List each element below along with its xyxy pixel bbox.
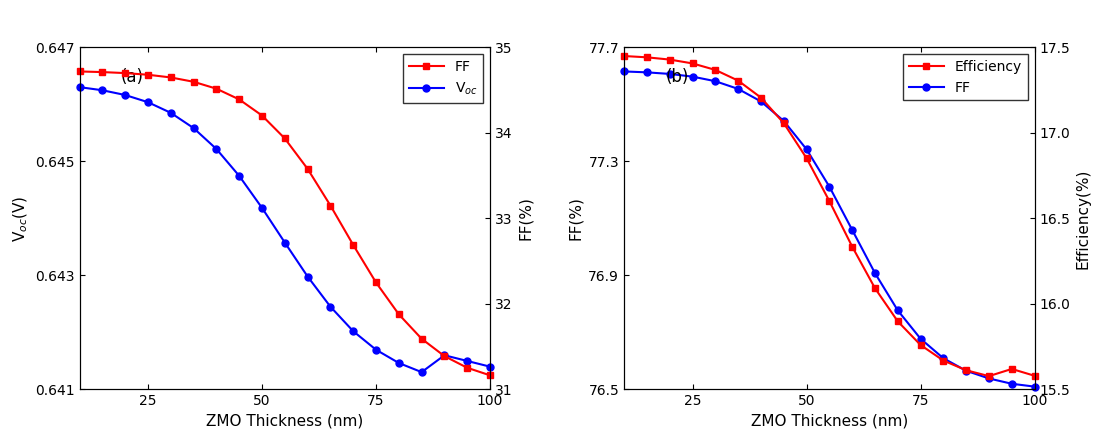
FF <box>982 376 995 381</box>
Y-axis label: V$_{oc}$(V): V$_{oc}$(V) <box>11 195 30 242</box>
Efficiency <box>755 95 768 100</box>
Efficiency <box>1028 373 1041 378</box>
V$_{oc}$ <box>324 304 337 309</box>
FF <box>324 203 337 208</box>
FF <box>347 242 360 248</box>
X-axis label: ZMO Thickness (nm): ZMO Thickness (nm) <box>750 414 908 429</box>
Efficiency <box>937 358 950 363</box>
FF <box>1028 384 1041 389</box>
FF <box>301 166 314 172</box>
V$_{oc}$ <box>461 358 474 363</box>
Efficiency <box>960 368 973 373</box>
FF <box>685 74 699 79</box>
V$_{oc}$ <box>209 147 223 152</box>
FF <box>800 147 813 152</box>
Y-axis label: FF(%): FF(%) <box>568 197 583 240</box>
FF <box>233 97 246 102</box>
V$_{oc}$ <box>484 364 497 369</box>
Y-axis label: Efficiency(%): Efficiency(%) <box>1076 168 1091 269</box>
Efficiency <box>685 61 699 66</box>
FF <box>914 336 927 341</box>
FF <box>640 70 653 75</box>
FF <box>415 336 429 341</box>
Efficiency <box>892 319 905 324</box>
Text: (b): (b) <box>666 68 689 86</box>
V$_{oc}$ <box>278 240 291 245</box>
Efficiency <box>845 244 858 249</box>
FF <box>461 365 474 370</box>
Efficiency <box>617 53 630 59</box>
V$_{oc}$ <box>187 125 201 131</box>
FF <box>209 86 223 92</box>
FF <box>663 71 677 77</box>
FF <box>119 70 132 76</box>
FF <box>960 368 973 374</box>
Efficiency <box>823 198 836 204</box>
Line: V$_{oc}$: V$_{oc}$ <box>76 84 494 376</box>
FF <box>823 184 836 189</box>
FF <box>187 79 201 84</box>
V$_{oc}$ <box>301 274 314 279</box>
FF <box>937 356 950 361</box>
FF <box>164 75 177 80</box>
FF <box>278 136 291 141</box>
V$_{oc}$ <box>369 347 382 352</box>
Efficiency <box>982 374 995 379</box>
FF <box>777 118 790 124</box>
Efficiency <box>663 57 677 62</box>
Y-axis label: FF(%): FF(%) <box>518 197 533 240</box>
FF <box>256 113 269 118</box>
V$_{oc}$ <box>141 99 154 105</box>
V$_{oc}$ <box>119 92 132 98</box>
Efficiency <box>868 286 882 291</box>
V$_{oc}$ <box>164 110 177 115</box>
V$_{oc}$ <box>233 173 246 179</box>
FF <box>732 86 745 92</box>
FF <box>484 373 497 378</box>
V$_{oc}$ <box>256 205 269 210</box>
Efficiency <box>800 155 813 161</box>
X-axis label: ZMO Thickness (nm): ZMO Thickness (nm) <box>206 414 364 429</box>
FF <box>96 70 109 75</box>
Line: Efficiency: Efficiency <box>620 52 1038 380</box>
V$_{oc}$ <box>73 84 86 90</box>
Efficiency <box>914 342 927 348</box>
Efficiency <box>732 78 745 83</box>
Efficiency <box>640 55 653 60</box>
V$_{oc}$ <box>347 329 360 334</box>
V$_{oc}$ <box>392 360 406 366</box>
Efficiency <box>1005 367 1018 372</box>
V$_{oc}$ <box>96 88 109 93</box>
FF <box>868 271 882 276</box>
FF <box>392 312 406 317</box>
Legend: Efficiency, FF: Efficiency, FF <box>904 55 1028 100</box>
Line: FF: FF <box>76 68 494 379</box>
FF <box>437 353 451 359</box>
Efficiency <box>709 67 722 73</box>
Efficiency <box>777 121 790 126</box>
V$_{oc}$ <box>415 370 429 375</box>
FF <box>755 99 768 104</box>
FF <box>892 308 905 313</box>
Legend: FF, V$_{oc}$: FF, V$_{oc}$ <box>403 55 483 103</box>
Line: FF: FF <box>620 68 1038 390</box>
FF <box>617 69 630 74</box>
FF <box>709 79 722 84</box>
FF <box>73 69 86 74</box>
FF <box>141 72 154 77</box>
V$_{oc}$ <box>437 352 451 358</box>
FF <box>369 280 382 285</box>
FF <box>845 227 858 232</box>
Text: (a): (a) <box>120 68 143 86</box>
FF <box>1005 381 1018 386</box>
